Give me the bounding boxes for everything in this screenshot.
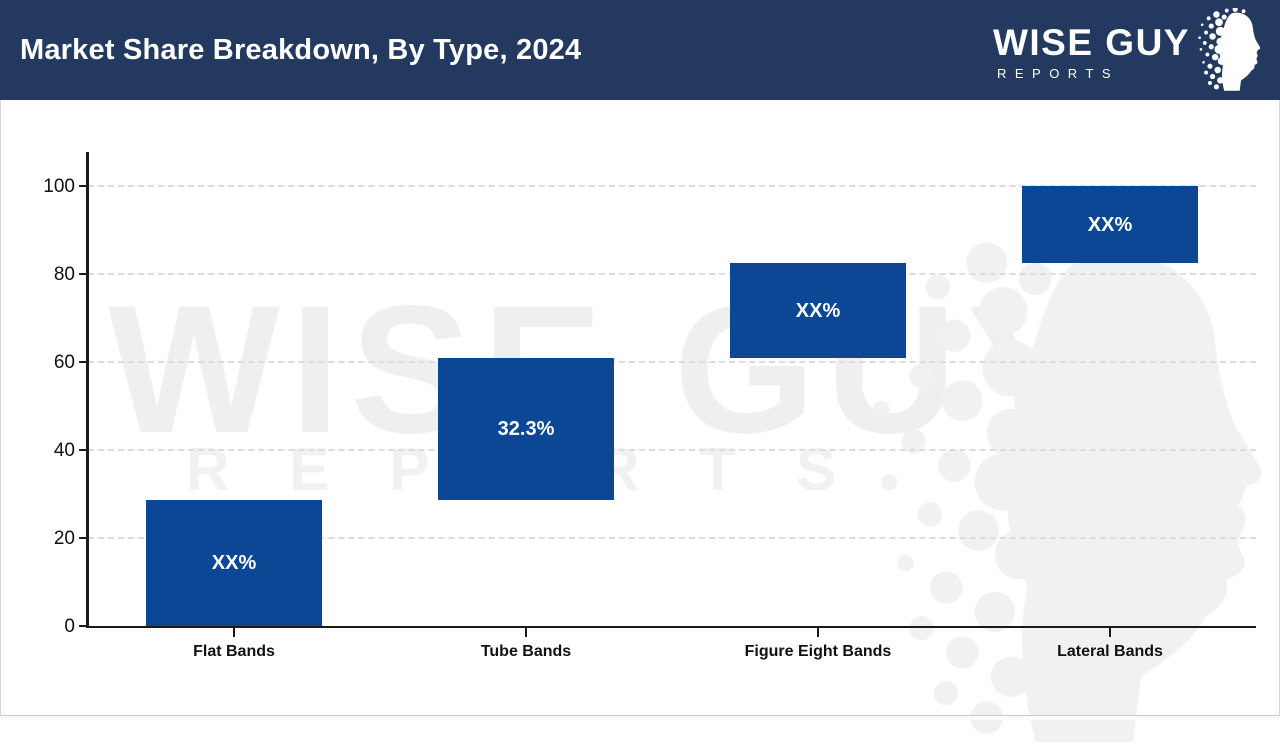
y-axis-tick <box>79 625 88 627</box>
gridline <box>88 361 1256 363</box>
gridline <box>88 273 1256 275</box>
x-axis-tick <box>233 628 235 637</box>
bar <box>730 263 906 359</box>
y-axis-tick <box>79 537 88 539</box>
y-tick-label: 0 <box>64 616 75 637</box>
chart-page: Market Share Breakdown, By Type, 2024 WI… <box>0 0 1280 720</box>
y-axis-tick <box>79 273 88 275</box>
gridline <box>88 185 1256 187</box>
y-axis-line <box>86 152 89 628</box>
y-tick-label: 20 <box>53 528 75 549</box>
bar-label: XX% <box>1087 213 1133 236</box>
bar <box>1022 186 1198 263</box>
bar <box>438 358 614 501</box>
y-tick-label: 60 <box>53 352 75 373</box>
gridline <box>88 449 1256 451</box>
bar-label: 32.3% <box>497 418 555 441</box>
y-tick-label: 80 <box>53 264 75 285</box>
x-tick-label: Tube Bands <box>480 643 572 660</box>
y-axis-tick <box>79 449 88 451</box>
x-axis-tick <box>525 628 527 637</box>
gridline <box>88 537 1256 539</box>
x-tick-label: Flat Bands <box>193 643 275 660</box>
header: Market Share Breakdown, By Type, 2024 WI… <box>0 0 1280 100</box>
x-axis-tick <box>817 628 819 637</box>
dotted-head-profile-icon <box>1194 8 1266 92</box>
y-axis-tick <box>79 185 88 187</box>
bar <box>146 500 322 626</box>
x-axis-tick <box>1109 628 1111 637</box>
x-tick-label: Lateral Bands <box>1057 643 1163 660</box>
bar-label: XX% <box>211 552 257 575</box>
plot-area: 0 20 40 60 80 100 XX% Flat Bands 32.3% Tube Bands… <box>0 100 1280 720</box>
y-axis-tick <box>79 361 88 363</box>
footer-divider <box>0 715 1280 716</box>
logo-wordmark: WISE GUY <box>992 22 1190 63</box>
bar-label: XX% <box>795 299 841 322</box>
x-axis-line <box>86 625 1256 628</box>
logo-subtitle: REPORTS <box>996 66 1120 81</box>
x-tick-label: Figure Eight Bands <box>744 643 892 660</box>
brand-logo-text: WISE GUY REPORTS <box>993 24 1190 80</box>
y-tick-label: 100 <box>43 176 75 197</box>
y-tick-label: 40 <box>53 440 75 461</box>
footer-strip <box>0 716 1280 720</box>
brand-logo: WISE GUY REPORTS <box>993 8 1266 92</box>
page-title: Market Share Breakdown, By Type, 2024 <box>20 33 582 66</box>
page-border-left <box>0 100 1 720</box>
